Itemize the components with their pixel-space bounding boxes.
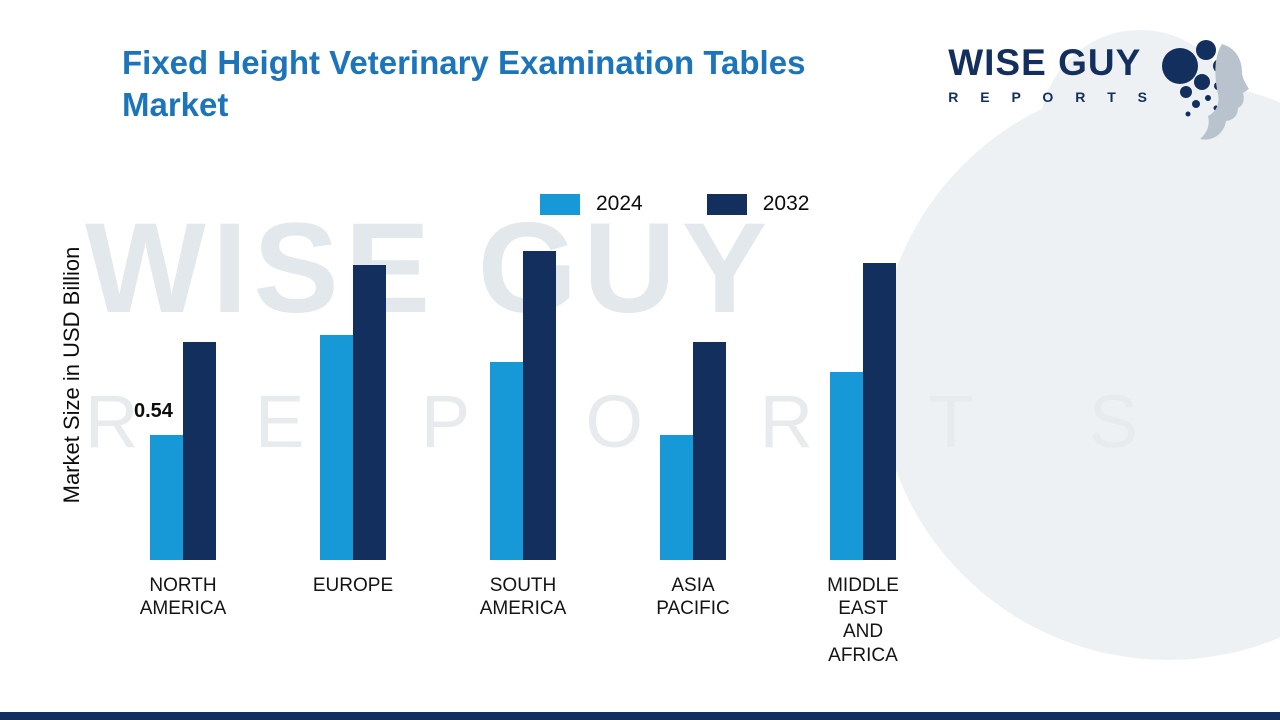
- bar-group: SOUTH AMERICA: [480, 230, 566, 619]
- page-title: Fixed Height Veterinary Examination Tabl…: [122, 44, 806, 124]
- bar-2024: [150, 435, 183, 560]
- legend-item-2032: 2032: [706, 192, 810, 216]
- watermark-face-circle-small: [1040, 30, 1240, 230]
- legend-swatch-2032: [706, 193, 747, 215]
- logo-reports-label: R E P O R T S: [948, 89, 1156, 105]
- legend-item-2024: 2024: [540, 192, 643, 216]
- bar-2024: [830, 372, 863, 560]
- bar-2032: [353, 265, 386, 560]
- logo-text: WISE GUY R E P O R T S: [948, 44, 1156, 105]
- bar-2032: [523, 251, 556, 560]
- bar-2024: [320, 335, 353, 560]
- category-label: NORTH AMERICA: [139, 575, 227, 620]
- bar-2024: [660, 435, 693, 560]
- legend: 2024 2032: [540, 192, 809, 216]
- bar-group: EUROPE: [313, 230, 393, 596]
- category-label: SOUTH AMERICA: [479, 575, 567, 620]
- bar-2032: [183, 342, 216, 560]
- logo-face-icon: [1162, 40, 1249, 140]
- bar-2032: [863, 263, 896, 560]
- logo-wiseguy-label: WISE GUY: [948, 42, 1142, 83]
- bar-group: NORTH AMERICA 0.54: [134, 230, 226, 619]
- y-axis-label: Market Size in USD Billion: [59, 246, 84, 504]
- logo-face-profile: [1200, 44, 1249, 140]
- category-label: EUROPE: [312, 575, 394, 596]
- watermark-wiseguy-text: WISE GUY: [85, 197, 774, 340]
- legend-swatch-2024: [540, 193, 580, 215]
- legend-label-2032: 2032: [762, 192, 810, 215]
- category-label: ASIA PACIFIC: [656, 575, 730, 620]
- category-label: MIDDLE EAST AND AFRICA: [827, 575, 899, 666]
- bar-2032: [693, 342, 726, 560]
- bar-chart-plot: NORTH AMERICA 0.54 EUROPE SOUTH AMERICA ASIA PA…: [115, 230, 955, 666]
- bar-2024: [490, 362, 523, 560]
- bar-group: MIDDLE EAST AND AFRICA: [827, 230, 899, 666]
- watermark-reports-text: R E P O R T S: [85, 380, 1187, 463]
- bar-value-label: 0.54: [134, 400, 173, 422]
- bottom-accent-bar: [0, 712, 1280, 720]
- bar-group: ASIA PACIFIC: [656, 230, 730, 619]
- legend-label-2024: 2024: [596, 192, 643, 215]
- wise-guy-reports-logo: WISE GUY R E P O R T S: [948, 36, 1250, 146]
